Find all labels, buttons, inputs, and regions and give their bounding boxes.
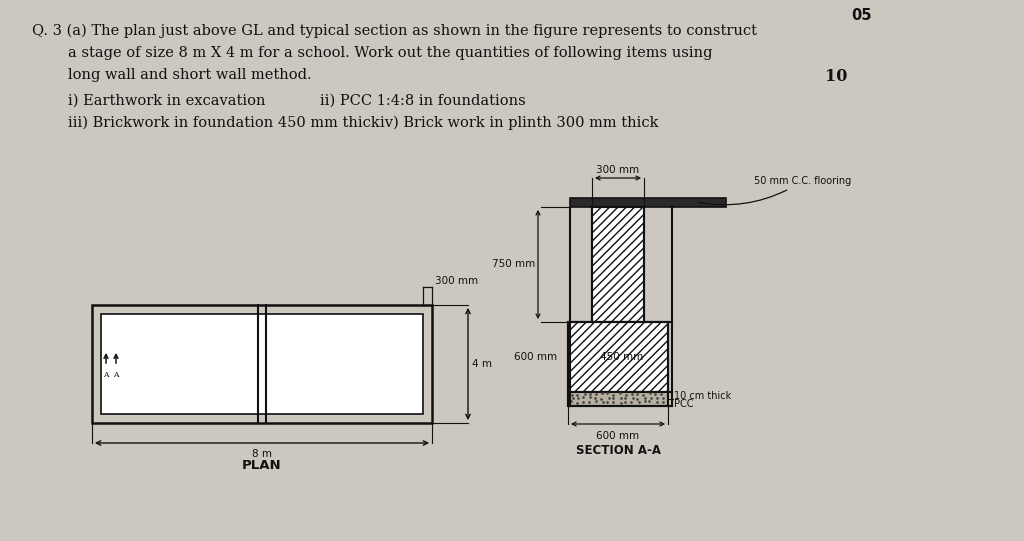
Text: i) Earthwork in excavation: i) Earthwork in excavation [68, 94, 265, 108]
Bar [101, 314, 423, 414]
Text: A: A [114, 371, 119, 379]
Text: 600 mm: 600 mm [596, 431, 640, 441]
Text: 300 mm: 300 mm [596, 165, 640, 175]
Text: long wall and short wall method.: long wall and short wall method. [68, 68, 311, 82]
Text: SECTION A-A: SECTION A-A [575, 444, 660, 457]
Bar [92, 305, 432, 423]
Text: PLAN: PLAN [243, 459, 282, 472]
Text: iii) Brickwork in foundation 450 mm thick: iii) Brickwork in foundation 450 mm thic… [68, 116, 380, 130]
Text: 10 cm thick: 10 cm thick [674, 391, 731, 401]
Text: iv) Brick work in plinth 300 mm thick: iv) Brick work in plinth 300 mm thick [380, 116, 658, 130]
Bar [258, 305, 267, 423]
Text: A: A [103, 371, 109, 379]
Text: 450 mm: 450 mm [600, 352, 644, 362]
Text: 600 mm: 600 mm [514, 352, 557, 362]
Text: ii) PCC 1:4:8 in foundations: ii) PCC 1:4:8 in foundations [319, 94, 525, 108]
Bar [592, 207, 644, 322]
Text: 10: 10 [825, 68, 848, 85]
Text: 4 m: 4 m [472, 359, 492, 369]
Text: 8 m: 8 m [252, 449, 272, 459]
Text: a stage of size 8 m X 4 m for a school. Work out the quantities of following ite: a stage of size 8 m X 4 m for a school. … [68, 46, 713, 60]
Text: 05: 05 [852, 8, 872, 23]
Bar [568, 392, 668, 406]
Bar [568, 322, 668, 392]
Text: 50 mm C.C. flooring: 50 mm C.C. flooring [698, 176, 851, 204]
Bar [568, 322, 668, 392]
Bar [570, 198, 726, 207]
Text: PCC: PCC [674, 399, 693, 409]
Text: 750 mm: 750 mm [492, 259, 535, 269]
Text: 300 mm: 300 mm [435, 276, 478, 286]
Bar [592, 207, 644, 322]
Text: Q. 3 (a) The plan just above GL and typical section as shown in the figure repre: Q. 3 (a) The plan just above GL and typi… [32, 24, 757, 38]
